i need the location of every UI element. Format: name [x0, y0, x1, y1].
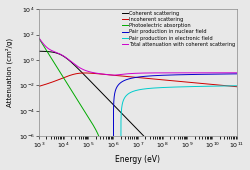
- Total attenuation with coherent scattering: [112, 74, 115, 76]
- Coherent scattering: [38, 50, 40, 52]
- Pair production in electronic field: [122, 99, 125, 101]
- Pair production in nuclear field: [235, 73, 238, 75]
- Coherent scattering: [72, 63, 75, 65]
- Coherent scattering: [113, 105, 116, 107]
- Photoelectric absorption: [60, 73, 63, 75]
- Total attenuation with coherent scattering: [122, 73, 125, 75]
- Total attenuation with coherent scattering: [72, 62, 75, 64]
- Incoherent scattering: [232, 85, 234, 87]
- Incoherent scattering: [114, 74, 116, 76]
- Line: Pair production in electronic field: Pair production in electronic field: [39, 86, 237, 170]
- Incoherent scattering: [122, 75, 125, 77]
- Coherent scattering: [122, 114, 125, 116]
- Pair production in electronic field: [232, 85, 234, 87]
- Incoherent scattering: [210, 83, 213, 85]
- X-axis label: Energy (eV): Energy (eV): [116, 155, 160, 164]
- Photoelectric absorption: [72, 92, 75, 94]
- Y-axis label: Attenuation (cm²/g): Attenuation (cm²/g): [6, 38, 13, 107]
- Pair production in electronic field: [210, 85, 213, 87]
- Incoherent scattering: [38, 85, 40, 87]
- Pair production in nuclear field: [210, 73, 213, 75]
- Total attenuation with coherent scattering: [210, 72, 213, 74]
- Line: Coherent scattering: Coherent scattering: [39, 51, 237, 170]
- Line: Pair production in nuclear field: Pair production in nuclear field: [39, 74, 237, 170]
- Pair production in nuclear field: [113, 92, 116, 94]
- Line: Photoelectric absorption: Photoelectric absorption: [39, 38, 237, 170]
- Total attenuation with coherent scattering: [60, 54, 63, 56]
- Incoherent scattering: [60, 78, 63, 80]
- Legend: Coherent scattering, Incoherent scattering, Photoelectric absorption, Pair produ: Coherent scattering, Incoherent scatteri…: [121, 10, 236, 47]
- Incoherent scattering: [72, 73, 75, 75]
- Incoherent scattering: [235, 86, 238, 88]
- Total attenuation with coherent scattering: [235, 72, 238, 74]
- Coherent scattering: [60, 54, 63, 56]
- Total attenuation with coherent scattering: [38, 37, 40, 39]
- Pair production in nuclear field: [122, 80, 125, 82]
- Photoelectric absorption: [38, 37, 40, 39]
- Line: Total attenuation with coherent scattering: Total attenuation with coherent scatteri…: [39, 38, 237, 75]
- Pair production in nuclear field: [232, 73, 234, 75]
- Total attenuation with coherent scattering: [114, 74, 116, 76]
- Incoherent scattering: [83, 72, 86, 74]
- Line: Incoherent scattering: Incoherent scattering: [39, 73, 237, 87]
- Pair production in electronic field: [235, 85, 238, 87]
- Total attenuation with coherent scattering: [232, 72, 234, 74]
